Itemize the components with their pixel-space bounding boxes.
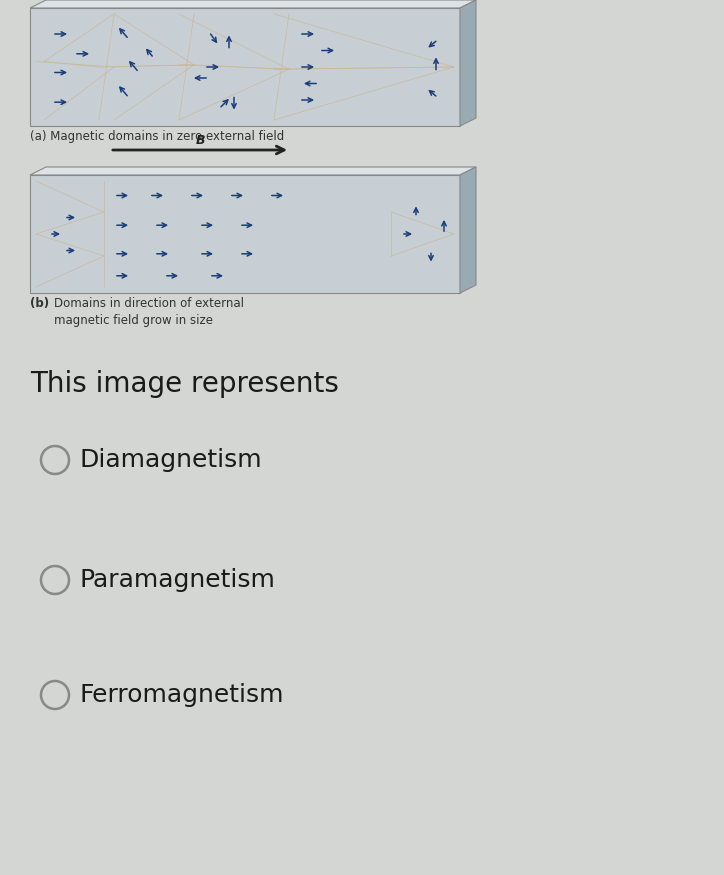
Text: This image represents: This image represents <box>30 370 339 398</box>
Text: (b): (b) <box>30 297 49 310</box>
Polygon shape <box>460 167 476 293</box>
Text: B: B <box>195 134 205 147</box>
Polygon shape <box>30 175 460 293</box>
Text: (a) Magnetic domains in zero external field: (a) Magnetic domains in zero external fi… <box>30 130 285 143</box>
Polygon shape <box>30 0 476 8</box>
Polygon shape <box>30 167 476 175</box>
Text: Diamagnetism: Diamagnetism <box>79 448 261 472</box>
Text: Ferromagnetism: Ferromagnetism <box>79 683 284 707</box>
Text: Domains in direction of external
magnetic field grow in size: Domains in direction of external magneti… <box>54 297 244 327</box>
Polygon shape <box>30 8 460 126</box>
Text: Paramagnetism: Paramagnetism <box>79 568 275 592</box>
Polygon shape <box>460 0 476 126</box>
